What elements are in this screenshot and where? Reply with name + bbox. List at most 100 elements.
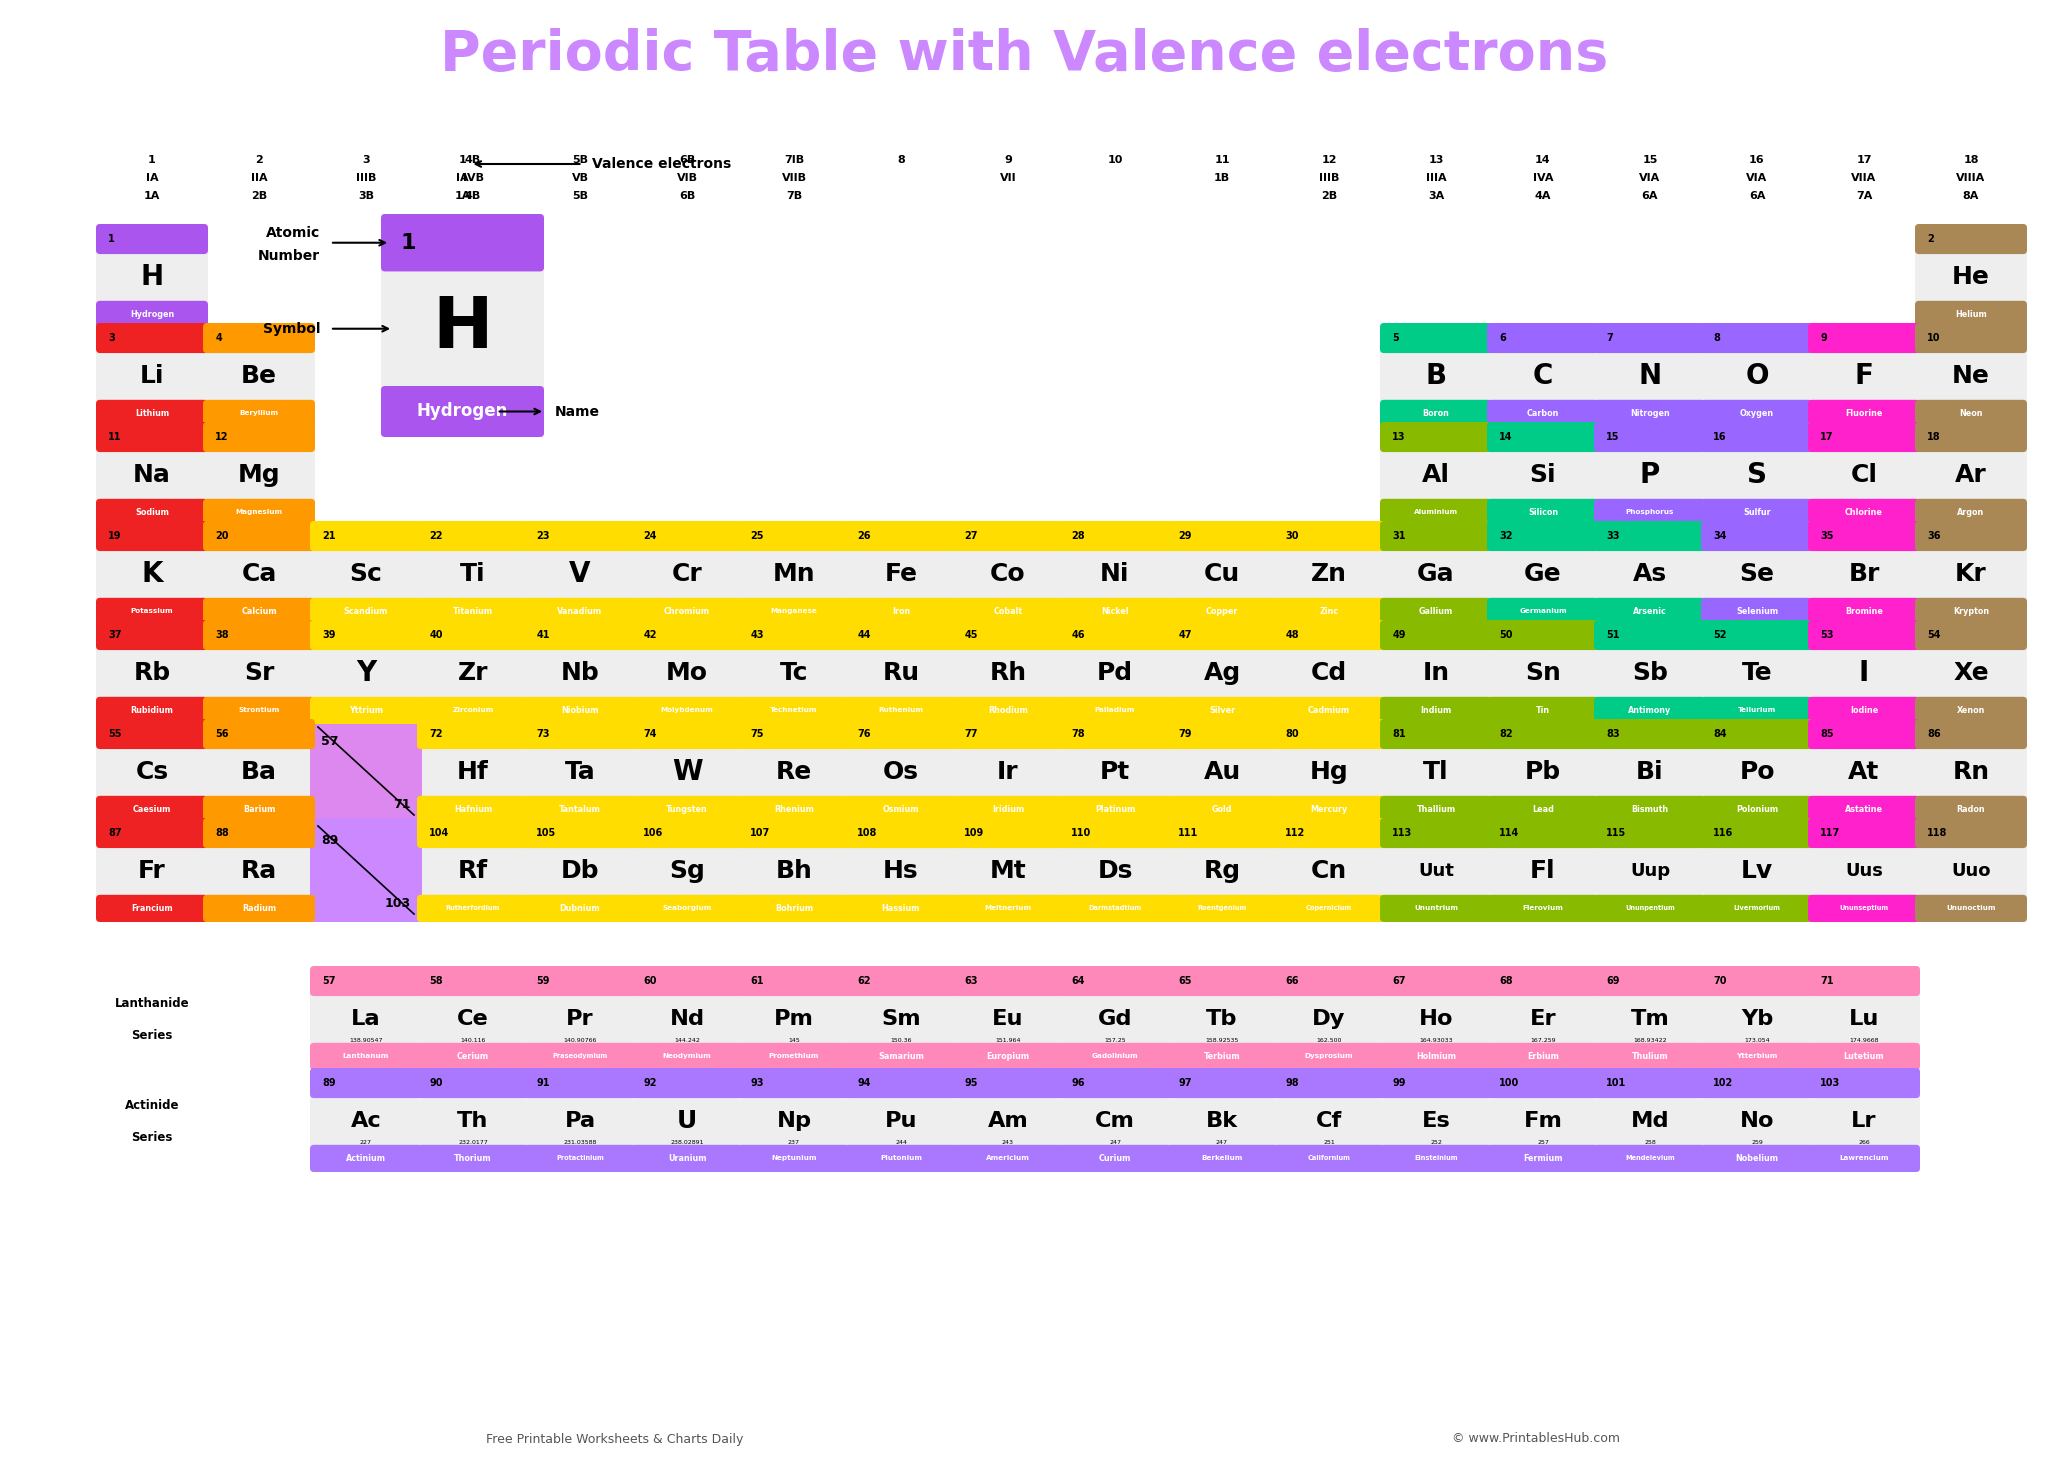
FancyBboxPatch shape [631,1145,743,1171]
Text: Ta: Ta [565,761,596,784]
FancyBboxPatch shape [1702,796,1812,823]
FancyBboxPatch shape [1808,597,1921,625]
FancyBboxPatch shape [737,597,850,625]
FancyBboxPatch shape [203,817,315,922]
FancyBboxPatch shape [1380,621,1493,724]
Text: Oxygen: Oxygen [1741,409,1774,418]
Text: 12: 12 [215,433,229,441]
Text: Lead: Lead [1532,804,1554,814]
FancyBboxPatch shape [631,817,743,848]
Text: IA: IA [145,173,158,184]
Text: 173.054: 173.054 [1745,1037,1769,1043]
Text: Antimony: Antimony [1628,705,1671,715]
FancyBboxPatch shape [309,522,422,551]
Text: Gadolinium: Gadolinium [1092,1053,1139,1059]
Text: Radon: Radon [1956,804,1985,814]
Text: VII: VII [999,173,1016,184]
FancyBboxPatch shape [1059,1068,1171,1171]
FancyBboxPatch shape [631,817,743,922]
Text: © www.PrintablesHub.com: © www.PrintablesHub.com [1452,1432,1620,1445]
FancyBboxPatch shape [1808,718,1921,749]
Text: 231.03588: 231.03588 [563,1139,596,1145]
FancyBboxPatch shape [737,1068,850,1171]
FancyBboxPatch shape [1274,1068,1384,1099]
Text: 1: 1 [401,233,416,252]
Text: IIIB: IIIB [1319,173,1339,184]
FancyBboxPatch shape [1593,621,1706,650]
Text: 9: 9 [1821,334,1827,342]
Text: Os: Os [883,761,920,784]
Text: 50: 50 [1499,629,1513,640]
Text: 57: 57 [322,976,336,986]
FancyBboxPatch shape [1808,1068,1921,1099]
Text: Protactinium: Protactinium [557,1155,604,1161]
Text: Titanium: Titanium [453,608,494,616]
Text: Pr: Pr [565,1010,594,1030]
FancyBboxPatch shape [737,1068,850,1099]
Text: 55: 55 [109,728,121,739]
Text: Tungsten: Tungsten [666,804,709,814]
Text: Br: Br [1847,562,1880,586]
Text: VIIA: VIIA [1851,173,1876,184]
FancyBboxPatch shape [418,597,528,625]
FancyBboxPatch shape [1059,966,1171,1069]
FancyBboxPatch shape [846,597,956,625]
FancyBboxPatch shape [1702,718,1812,823]
FancyBboxPatch shape [309,597,422,625]
FancyBboxPatch shape [1380,1145,1493,1171]
FancyBboxPatch shape [1915,300,2028,328]
FancyBboxPatch shape [1380,1068,1493,1099]
Text: Cerium: Cerium [457,1052,489,1061]
Text: Californium: Californium [1307,1155,1350,1161]
Text: Iridium: Iridium [991,804,1024,814]
FancyBboxPatch shape [524,1068,637,1171]
FancyBboxPatch shape [1808,817,1921,848]
FancyBboxPatch shape [203,323,315,427]
Text: 138.90547: 138.90547 [350,1037,383,1043]
Text: Zr: Zr [459,661,487,685]
Text: Cadmium: Cadmium [1309,705,1350,715]
Text: Y: Y [356,660,377,688]
FancyBboxPatch shape [631,1068,743,1099]
Text: In: In [1423,661,1450,685]
FancyBboxPatch shape [203,522,315,625]
FancyBboxPatch shape [631,718,743,749]
Text: Caesium: Caesium [133,804,172,814]
FancyBboxPatch shape [1915,895,2028,922]
FancyBboxPatch shape [418,522,528,551]
Text: Boron: Boron [1423,409,1450,418]
FancyBboxPatch shape [1702,522,1812,625]
Text: 258: 258 [1645,1139,1657,1145]
Text: 5B: 5B [571,154,588,165]
Text: 1: 1 [459,154,467,165]
Text: VIB: VIB [676,173,698,184]
Text: Zn: Zn [1311,562,1348,586]
Text: Thulium: Thulium [1632,1052,1669,1061]
FancyBboxPatch shape [1165,796,1278,823]
Text: Dy: Dy [1313,1010,1346,1030]
Text: 1: 1 [109,235,115,243]
Text: Hafnium: Hafnium [455,804,492,814]
Text: Fluorine: Fluorine [1845,409,1882,418]
Text: Molybdenum: Molybdenum [662,708,713,714]
FancyBboxPatch shape [96,796,209,823]
Text: 15: 15 [1606,433,1620,441]
Text: Tin: Tin [1536,705,1550,715]
Text: 247: 247 [1110,1139,1120,1145]
Text: 106: 106 [643,828,664,838]
Text: Co: Co [989,562,1026,586]
FancyBboxPatch shape [96,817,209,848]
FancyBboxPatch shape [1274,966,1384,1069]
FancyBboxPatch shape [631,718,743,823]
FancyBboxPatch shape [203,796,315,823]
FancyBboxPatch shape [1274,597,1384,625]
FancyBboxPatch shape [1380,323,1493,353]
FancyBboxPatch shape [1593,817,1706,848]
Text: 110: 110 [1071,828,1092,838]
Text: 73: 73 [537,728,549,739]
Text: Cobalt: Cobalt [993,608,1022,616]
FancyBboxPatch shape [1487,1068,1599,1171]
Text: 49: 49 [1393,629,1405,640]
Text: Aluminium: Aluminium [1413,510,1458,516]
Text: Silver: Silver [1208,705,1235,715]
